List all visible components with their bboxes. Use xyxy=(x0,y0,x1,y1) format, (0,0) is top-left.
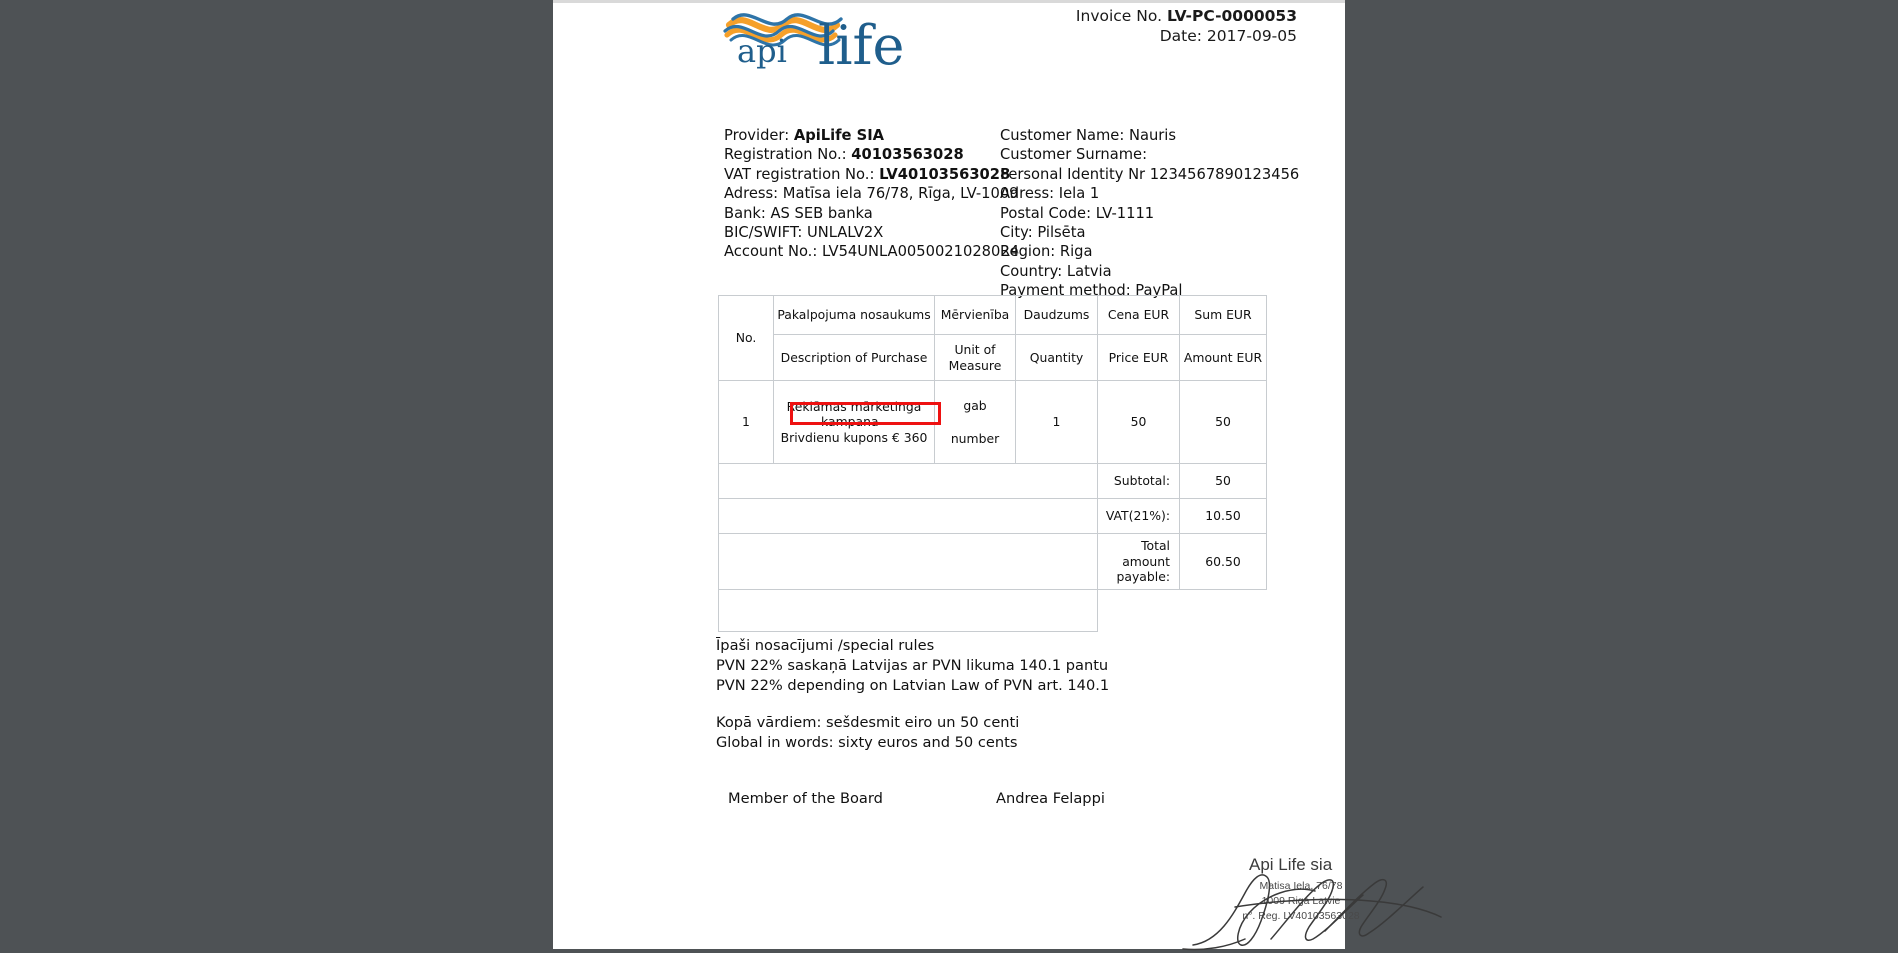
header-amount-lv: Sum EUR xyxy=(1179,295,1267,335)
provider-value: 40103563028 xyxy=(851,146,964,164)
notes-gap xyxy=(716,695,1109,713)
provider-label: VAT registration No.: xyxy=(724,165,880,183)
totals-row-vat: VAT(21%): 10.50 xyxy=(718,498,1267,534)
stamp-title: Api Life sia xyxy=(1249,855,1333,874)
subtotal-value: 50 xyxy=(1179,463,1267,499)
provider-line: Bank: AS SEB banka xyxy=(724,204,873,222)
page-top-edge xyxy=(553,0,1345,3)
customer-line: Customer Name: Nauris xyxy=(1000,127,1177,145)
totals-row-subtotal: Subtotal: 50 xyxy=(718,463,1267,499)
vat-value: 10.50 xyxy=(1179,498,1267,534)
customer-line: Customer Surname: xyxy=(1000,146,1148,164)
provider-label: Provider: xyxy=(724,127,794,145)
filler-cell xyxy=(1098,589,1180,631)
header-amount-en: Amount EUR xyxy=(1179,334,1267,381)
table-header-row-lv: No. Pakalpojuma nosaukums Mērvienība Dau… xyxy=(718,295,1267,381)
header-qty-lv: Daudzums xyxy=(1015,295,1098,335)
cell-amount: 50 xyxy=(1179,380,1267,464)
totals-row-total: Total amount payable: 60.50 xyxy=(718,533,1267,590)
total-label: Total amount payable: xyxy=(1097,533,1180,590)
provider-line: Provider: ApiLife SIA xyxy=(724,126,1019,145)
note-line: Īpaši nosacījumi /special rules xyxy=(716,637,935,654)
header-price-lv: Cena EUR xyxy=(1097,295,1180,335)
total-value: 60.50 xyxy=(1179,533,1267,590)
totals-spacer xyxy=(718,533,1098,590)
header-desc-en: Description of Purchase xyxy=(773,334,935,381)
table-bottom-filler xyxy=(718,588,1267,632)
stamp-line: n°. Reg. LV40103563028 xyxy=(1242,909,1360,922)
vat-label: VAT(21%): xyxy=(1097,498,1180,534)
notes-section: Īpaši nosacījumi /special rules PVN 22% … xyxy=(716,636,1109,753)
company-stamp: Api Life sia Matisa Iela, 76/78 1009 Rig… xyxy=(1182,855,1443,951)
invoice-meta: Invoice No. LV-PC-0000053 Date: 2017-09-… xyxy=(1076,6,1297,47)
cell-no: 1 xyxy=(718,380,774,464)
cell-unit: gab number xyxy=(934,380,1016,464)
totals-spacer xyxy=(718,498,1098,534)
provider-line: Account No.: LV54UNLA0050021028024 xyxy=(724,243,1020,261)
page-header: api life Invoice No. LV-PC-0000053 Date:… xyxy=(553,0,1345,92)
invoice-number-value: LV-PC-0000053 xyxy=(1166,7,1297,25)
provider-line: VAT registration No.: LV40103563028 xyxy=(724,165,1019,184)
unit-line-1: gab xyxy=(963,398,987,413)
customer-line: Region: Riga xyxy=(1000,243,1093,261)
subtotal-label: Subtotal: xyxy=(1097,463,1180,499)
provider-line: BIC/SWIFT: UNLALV2X xyxy=(724,223,884,241)
customer-line: Postal Code: LV-1111 xyxy=(1000,204,1155,222)
header-desc-lv: Pakalpojuma nosaukums xyxy=(773,295,935,335)
cell-quantity: 1 xyxy=(1015,380,1098,464)
logo-api-text: api xyxy=(737,32,787,70)
apilife-logo: api life xyxy=(721,2,951,70)
note-line: PVN 22% saskaņā Latvijas ar PVN likuma 1… xyxy=(716,656,1109,674)
header-unit-lv: Mērvienība xyxy=(934,295,1016,335)
filler-cell xyxy=(718,588,1098,632)
customer-line: Payment method: PayPal xyxy=(1000,282,1183,300)
invoice-date: Date: 2017-09-05 xyxy=(1159,27,1297,46)
signer-name: Andrea Felappi xyxy=(996,790,1105,807)
invoice-table: No. Pakalpojuma nosaukums Mērvienība Dau… xyxy=(718,295,1267,632)
customer-line: City: Pilsēta xyxy=(1000,223,1086,241)
table-row: 1 Reklāmas mārketinga kampana - Brivdien… xyxy=(718,380,1267,464)
provider-line: Adress: Matīsa iela 76/78, Rīga, LV-1009 xyxy=(724,185,1019,203)
provider-value: ApiLife SIA xyxy=(793,127,885,145)
header-unit-en: Unit of Measure xyxy=(934,334,1016,381)
totals-spacer xyxy=(718,463,1098,499)
customer-line: Adress: Iela 1 xyxy=(1000,185,1100,203)
table-header-row-en: Description of Purchase Unit of Measure … xyxy=(719,334,1267,381)
header-no: No. xyxy=(718,295,774,381)
desc-line-2: Brivdienu kupons € 360 xyxy=(780,429,928,445)
cell-description: Reklāmas mārketinga kampana - Brivdienu … xyxy=(773,380,941,464)
provider-value: LV40103563028 xyxy=(879,165,1011,183)
filler-cell xyxy=(1180,589,1267,631)
provider-block: Provider: ApiLife SIA Registration No.: … xyxy=(724,126,1019,262)
cell-price: 50 xyxy=(1097,380,1180,464)
board-member-label: Member of the Board xyxy=(728,790,883,807)
desc-line-1: Reklāmas mārketinga kampana - xyxy=(786,398,922,430)
total-words-lv: Kopā vārdiem: sešdesmit eiro un 50 centi xyxy=(716,714,1020,732)
provider-label: Registration No.: xyxy=(724,146,852,164)
total-words-en: Global in words: sixty euros and 50 cent… xyxy=(716,734,1018,752)
header-price-en: Price EUR xyxy=(1097,334,1180,381)
parties-section: Provider: ApiLife SIA Registration No.: … xyxy=(553,122,1345,299)
unit-line-2: number xyxy=(950,430,1000,446)
logo-life-text: life xyxy=(818,14,904,70)
invoice-number-line: Invoice No. LV-PC-0000053 xyxy=(1076,6,1297,26)
note-line: PVN 22% depending on Latvian Law of PVN … xyxy=(716,676,1110,694)
customer-line: Personal Identity Nr 1234567890123456 xyxy=(1000,165,1300,183)
invoice-number-label: Invoice No. xyxy=(1075,7,1162,25)
invoice-table-wrap: No. Pakalpojuma nosaukums Mērvienība Dau… xyxy=(718,295,1267,632)
customer-block: Customer Name: Nauris Customer Surname: … xyxy=(1000,126,1299,300)
provider-line: Registration No.: 40103563028 xyxy=(724,145,1019,164)
handwritten-signature xyxy=(1182,874,1442,951)
customer-line: Country: Latvia xyxy=(1000,262,1112,280)
invoice-page: api life Invoice No. LV-PC-0000053 Date:… xyxy=(553,0,1442,951)
header-qty-en: Quantity xyxy=(1015,334,1098,381)
